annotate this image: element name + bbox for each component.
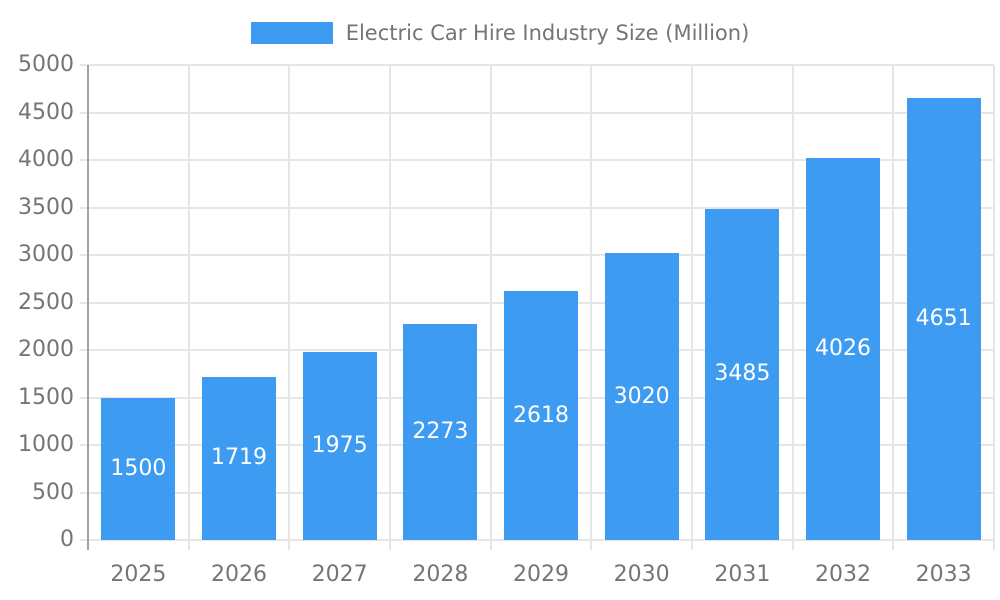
bar-value-label: 4651 xyxy=(915,306,972,332)
legend-item[interactable]: Electric Car Hire Industry Size (Million… xyxy=(250,20,750,46)
y-axis-tick-label: 2000 xyxy=(18,337,74,362)
legend: Electric Car Hire Industry Size (Million… xyxy=(0,20,1000,46)
y-axis-tick-label: 1500 xyxy=(18,384,74,410)
x-gridline xyxy=(791,65,794,550)
legend-label: Electric Car Hire Industry Size (Million… xyxy=(345,21,750,45)
x-axis-tick-label: 2028 xyxy=(412,562,469,587)
x-axis-tick-label: 2033 xyxy=(915,562,972,587)
x-axis-tick-label: 2031 xyxy=(714,562,771,587)
y-axis-tick-label: 0 xyxy=(60,527,74,552)
bar-value-label: 1500 xyxy=(110,455,167,481)
y-axis-tick-label: 2500 xyxy=(18,289,74,315)
y-axis-tick-label: 5000 xyxy=(18,52,74,77)
x-gridline xyxy=(892,65,895,550)
bar-2025 xyxy=(101,397,176,540)
y-gridline xyxy=(80,206,994,209)
bar-2029 xyxy=(504,291,578,540)
bar-2033 xyxy=(906,98,981,540)
bar-value-label: 1719 xyxy=(211,445,267,471)
y-axis-tick-label: 1000 xyxy=(18,432,74,457)
y-axis-tick-label: 4500 xyxy=(18,99,74,125)
x-axis-tick-label: 2026 xyxy=(210,562,267,587)
bar-2027 xyxy=(302,352,377,540)
legend-swatch-icon xyxy=(250,22,333,44)
y-gridline xyxy=(80,111,994,114)
x-axis-tick-label: 2027 xyxy=(311,562,368,587)
bar-value-label: 2618 xyxy=(513,402,569,428)
y-gridline xyxy=(80,159,994,161)
x-gridline xyxy=(489,65,492,550)
y-axis-tick-label: 500 xyxy=(32,479,74,505)
bar-value-label: 2273 xyxy=(412,419,469,445)
x-gridline xyxy=(187,65,190,550)
y-axis-tick-label: 4000 xyxy=(18,147,74,172)
x-gridline xyxy=(691,65,693,550)
x-axis-tick-label: 2029 xyxy=(512,562,569,587)
y-gridline xyxy=(80,64,994,66)
bar-value-label: 3485 xyxy=(714,361,771,387)
bar-value-label: 3020 xyxy=(613,383,670,409)
x-gridline xyxy=(389,65,391,550)
y-axis-line xyxy=(87,65,89,550)
y-gridline xyxy=(80,254,994,256)
y-axis-tick-label: 3500 xyxy=(18,194,74,220)
x-axis-tick-label: 2025 xyxy=(110,562,167,587)
bar-2030 xyxy=(604,253,679,540)
bar-2032 xyxy=(806,157,880,540)
bar-value-label: 4026 xyxy=(815,335,871,361)
bar-2026 xyxy=(202,376,276,540)
bar-2028 xyxy=(403,324,478,540)
y-axis-tick-label: 3000 xyxy=(18,242,74,267)
x-gridline xyxy=(590,65,593,550)
x-axis-tick-label: 2032 xyxy=(814,562,871,587)
y-gridline xyxy=(80,539,994,541)
bar-2031 xyxy=(705,208,780,540)
bar-value-label: 1975 xyxy=(311,433,368,459)
x-gridline xyxy=(288,65,291,550)
x-gridline xyxy=(993,65,995,550)
x-axis-tick-label: 2030 xyxy=(613,562,670,587)
